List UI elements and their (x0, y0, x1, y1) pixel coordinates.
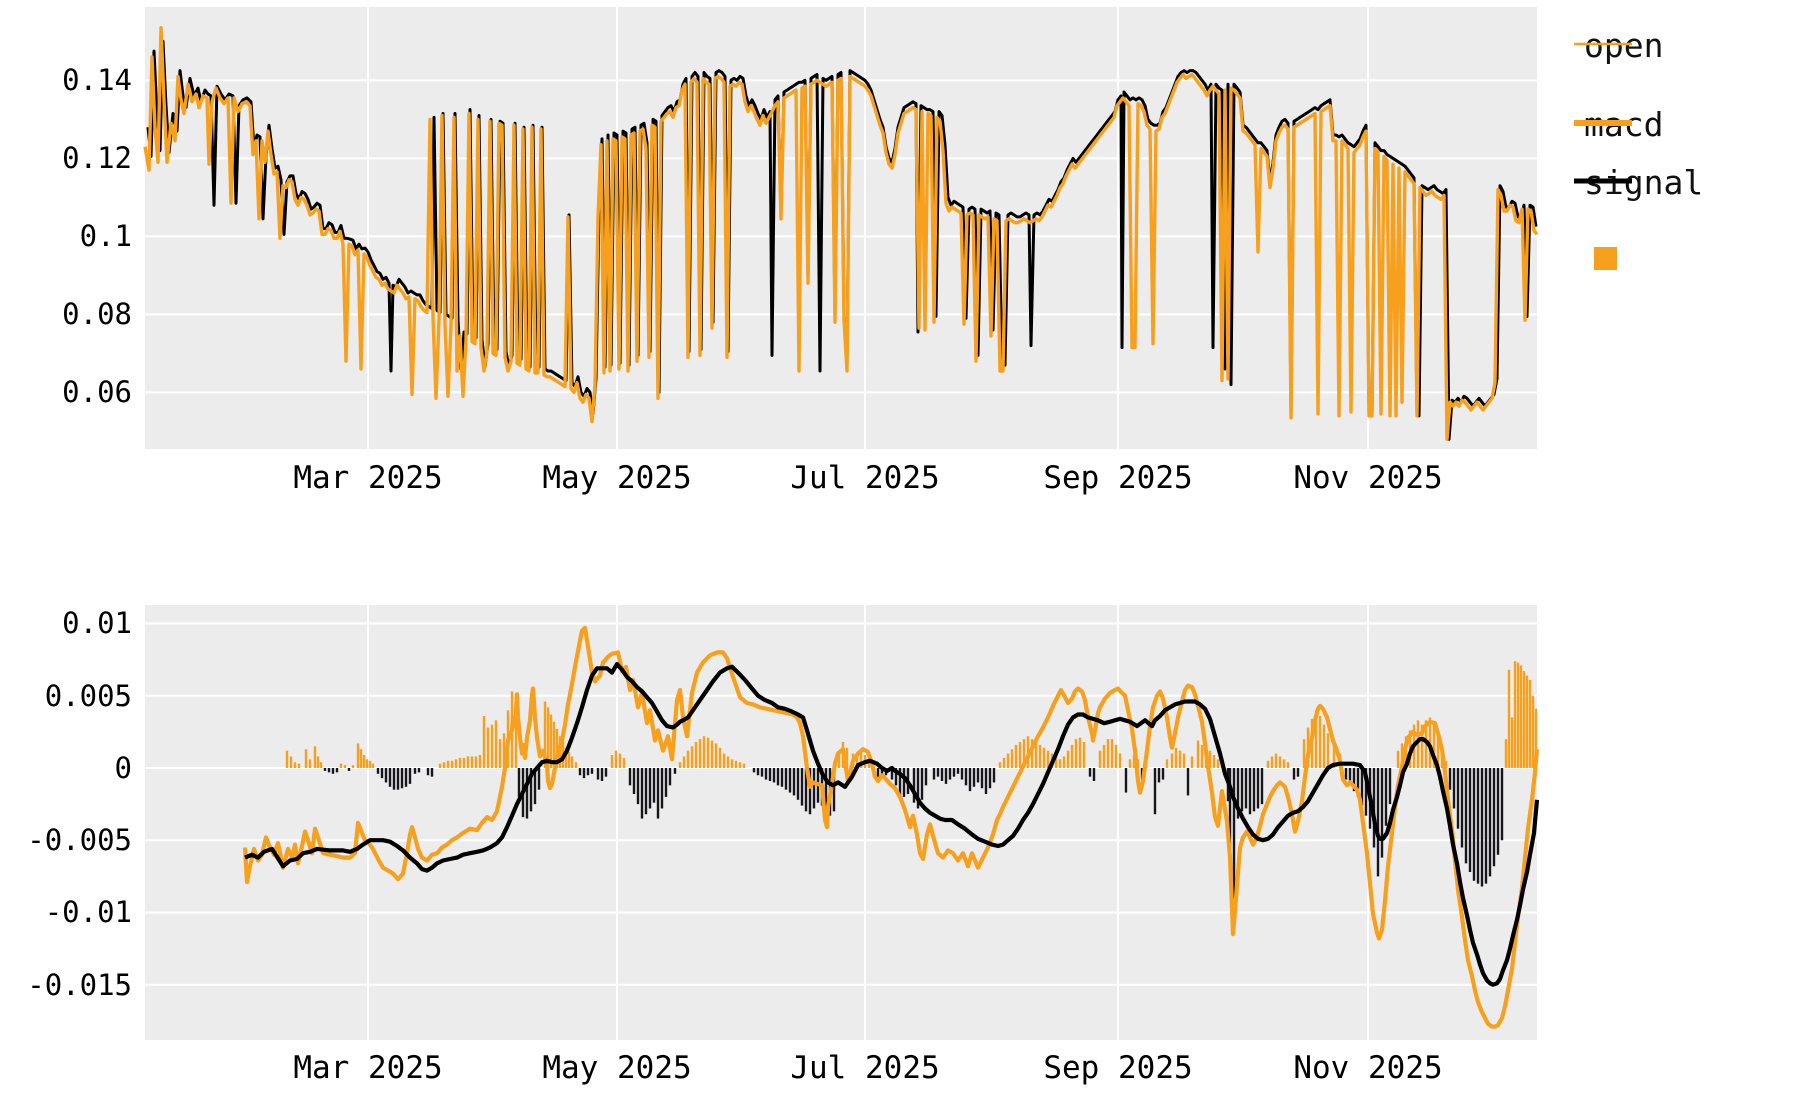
x-tick-label: Jul 2025 (790, 1050, 940, 1086)
signal_price-line (146, 39, 1538, 441)
x-tick-label: Mar 2025 (293, 1050, 443, 1086)
open-line-swatch-icon (1574, 42, 1632, 46)
x-tick-label: Nov 2025 (1293, 1050, 1443, 1086)
macd-line (242, 625, 1540, 1029)
signal-line (244, 661, 1540, 987)
y-tick-label: 0.01 (62, 606, 132, 641)
x-tick-label: May 2025 (542, 1050, 692, 1086)
y-tick-label: 0.14 (62, 63, 132, 98)
y-tick-label: 0.005 (44, 678, 132, 713)
y-tick-label: -0.01 (44, 895, 132, 930)
y-tick-label: 0.08 (62, 297, 132, 332)
x-tick-label: Sep 2025 (1043, 1050, 1193, 1086)
y-tick-label: -0.015 (27, 967, 132, 1002)
legend-item-open: open (1572, 26, 1663, 65)
y-tick-label: 0 (114, 750, 132, 785)
legend-item-signal: signal (1572, 163, 1703, 202)
open-line (143, 26, 1539, 441)
macd-panel-background (145, 605, 1537, 1040)
x-tick-label: May 2025 (542, 460, 692, 496)
y-tick-label: 0.1 (79, 219, 132, 254)
x-tick-label: Jul 2025 (790, 460, 940, 496)
x-tick-label: Sep 2025 (1043, 460, 1193, 496)
signal-line-swatch-icon (1574, 178, 1632, 184)
legend-item-macd: macd (1572, 105, 1663, 144)
y-tick-label: 0.06 (62, 375, 132, 410)
legend-label-open: open (1584, 26, 1664, 65)
y-tick-label: 0.12 (62, 141, 132, 176)
y-tick-label: -0.005 (27, 823, 132, 858)
x-tick-label: Mar 2025 (293, 460, 443, 496)
orange-square-swatch-icon (1594, 247, 1617, 270)
macd-line-swatch-icon (1574, 120, 1632, 126)
x-tick-label: Nov 2025 (1293, 460, 1443, 496)
